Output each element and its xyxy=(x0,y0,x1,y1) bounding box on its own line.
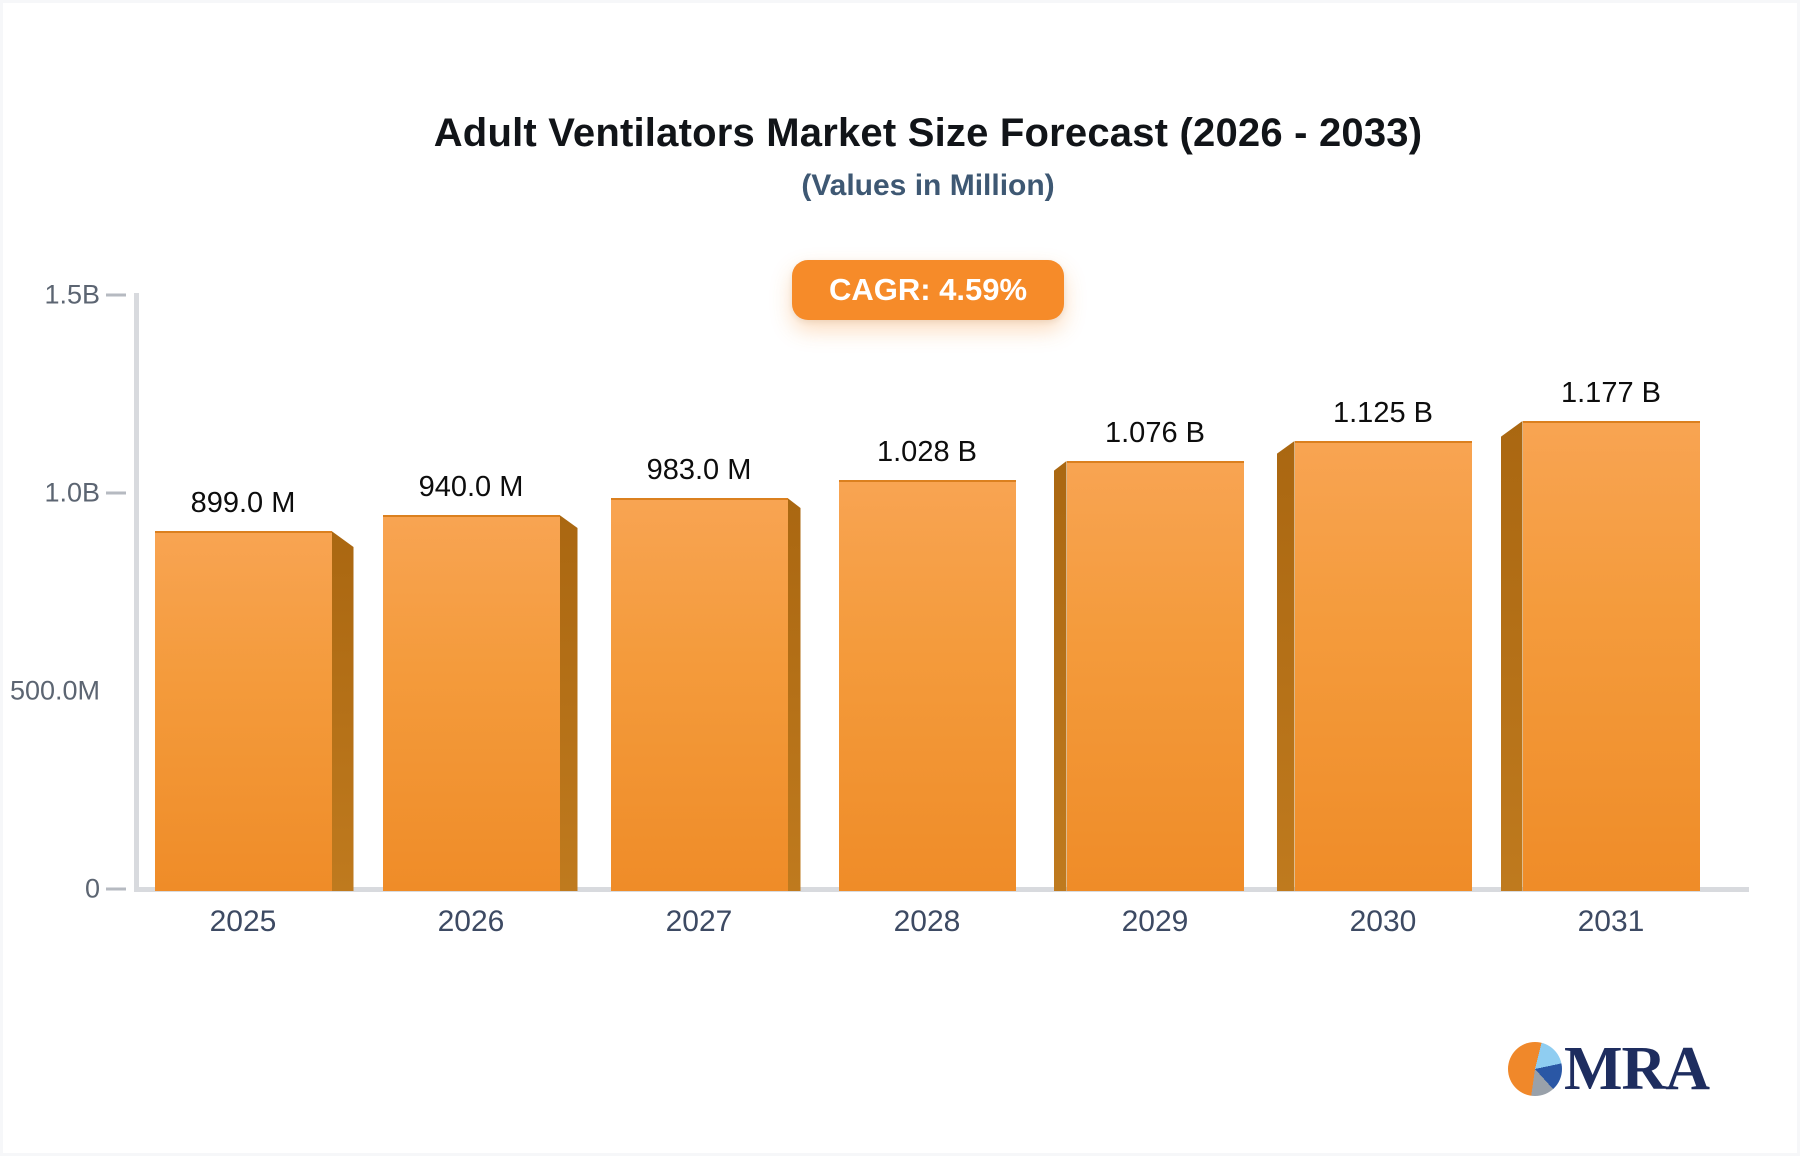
bar-value-label: 1.177 B xyxy=(1561,377,1661,409)
y-axis-tick xyxy=(106,491,126,495)
y-axis-line xyxy=(134,293,139,892)
bar-2026[interactable] xyxy=(382,515,560,891)
x-axis-label-2026: 2026 xyxy=(437,905,505,938)
bar-value-label: 1.076 B xyxy=(1105,417,1205,449)
y-axis-label-1.5B: 1.5B xyxy=(44,279,100,310)
chart-card: Adult Ventilators Market Size Forecast (… xyxy=(3,3,1797,1153)
bar-2027[interactable] xyxy=(610,498,788,891)
y-axis-label-500.0M: 500.0M xyxy=(9,675,100,706)
y-axis-label-1.0B: 1.0B xyxy=(44,477,100,508)
bar-2031[interactable] xyxy=(1522,421,1700,891)
bar-side-2030 xyxy=(1276,441,1295,891)
bar-value-label: 983.0 M xyxy=(646,454,752,486)
brand-logo: MRA xyxy=(1508,1035,1710,1103)
bar-2025[interactable] xyxy=(154,531,332,891)
bar-value-label: 1.125 B xyxy=(1333,397,1433,429)
x-axis-label-2025: 2025 xyxy=(209,905,277,938)
bar-value-label: 940.0 M xyxy=(418,471,524,503)
bar-value-label: 899.0 M xyxy=(190,487,296,519)
bar-2028[interactable] xyxy=(838,480,1016,891)
x-axis-label-2029: 2029 xyxy=(1121,905,1189,938)
bar-side-2029 xyxy=(1053,461,1067,891)
bar-side-2026 xyxy=(559,515,578,891)
brand-logo-text: MRA xyxy=(1564,1035,1710,1103)
bar-side-2025 xyxy=(331,531,354,891)
pie-chart-icon xyxy=(1508,1042,1562,1096)
chart-title: Adult Ventilators Market Size Forecast (… xyxy=(433,111,1423,155)
bar-2030[interactable] xyxy=(1294,441,1472,891)
x-axis-label-2028: 2028 xyxy=(893,905,961,938)
y-axis-tick xyxy=(106,293,126,297)
bar-value-label: 1.028 B xyxy=(877,436,977,468)
y-axis-label-0: 0 xyxy=(84,873,100,904)
bar-side-2027 xyxy=(787,498,801,891)
x-axis-label-2027: 2027 xyxy=(665,905,733,938)
cagr-badge: CAGR: 4.59% xyxy=(792,260,1064,320)
x-axis-label-2031: 2031 xyxy=(1577,905,1645,938)
chart-subtitle: (Values in Million) xyxy=(801,169,1055,202)
bar-2029[interactable] xyxy=(1066,461,1244,891)
y-axis-tick xyxy=(106,887,126,891)
x-axis-label-2030: 2030 xyxy=(1349,905,1417,938)
bar-side-2031 xyxy=(1500,421,1523,891)
